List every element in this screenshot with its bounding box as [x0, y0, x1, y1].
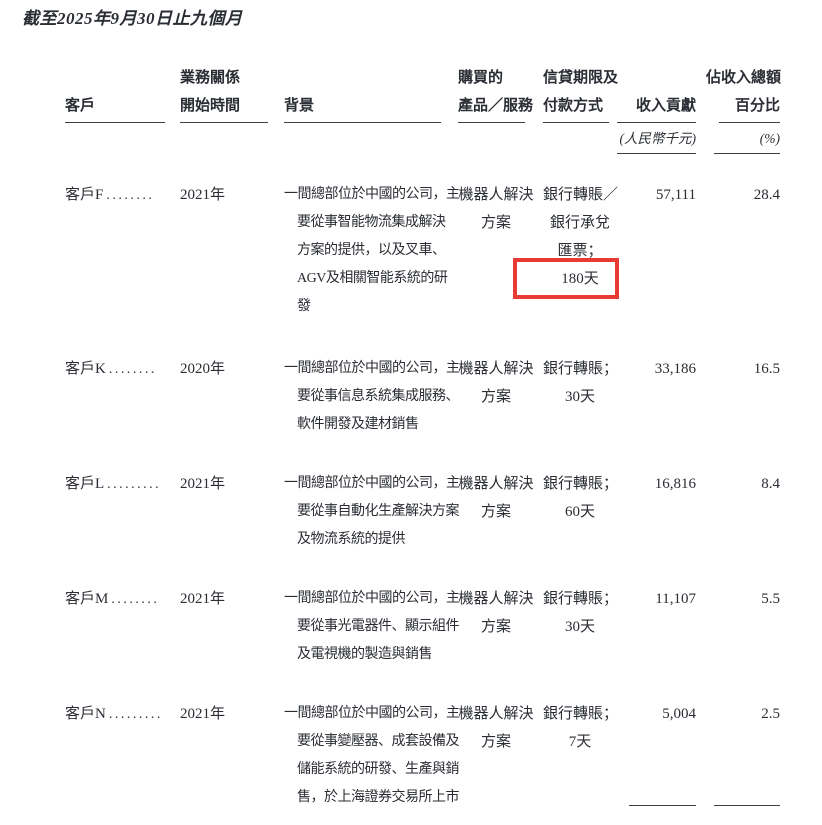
header-rule — [284, 122, 441, 123]
leader-dots: ......... — [108, 707, 163, 722]
table-header-row: 客戶 業務關係 開始時間 背景 購買的 產品／服務 信貸期限及 付款方式 — [65, 64, 782, 123]
background-cell: 一間總部位於中國的公司，主 要從事信息系統集成服務、 軟件開發及建材銷售 — [284, 361, 460, 432]
header-background: 背景 — [284, 92, 456, 123]
background-cell: 一間總部位於中國的公司，主 要從事光電器件、顯示組件 及電視機的製造與銷售 — [284, 591, 460, 662]
header-customer-label: 客戶 — [65, 98, 96, 114]
customer-label: 客戶N — [65, 706, 106, 722]
product-cell: 機器人解決 方案 — [458, 361, 534, 405]
table-row: 客戶N ......... 2021年 一間總部位於中國的公司，主 要從事變壓器、… — [65, 700, 780, 812]
product-cell: 機器人解決 方案 — [458, 476, 534, 520]
revenue-cell: 11,107 — [655, 591, 696, 607]
header-rule — [458, 122, 525, 123]
pct-cell: 16.5 — [753, 361, 780, 377]
header-credit: 信貸期限及 付款方式 — [543, 64, 619, 123]
product-cell: 機器人解決 方案 — [458, 591, 534, 635]
header-customer: 客戶 — [65, 92, 165, 123]
credit-cell: 銀行轉賬； 7天 — [543, 706, 619, 750]
header-revenue-label: 收入貢獻 — [635, 98, 696, 114]
customer-label: 客戶L — [65, 476, 105, 492]
start-time-cell: 2020年 — [180, 361, 226, 377]
header-start-line2: 開始時間 — [180, 98, 241, 114]
leader-dots: ......... — [107, 477, 162, 492]
leader-dots: ........ — [106, 188, 155, 203]
table-row: 客戶L ......... 2021年 一間總部位於中國的公司，主 要從事自動化生… — [65, 470, 780, 554]
customer-table: 客戶 業務關係 開始時間 背景 購買的 產品／服務 信貸期限及 付款方式 — [65, 64, 782, 806]
header-rule — [65, 122, 165, 123]
leader-dots: ........ — [111, 592, 160, 607]
header-revenue: 收入貢獻 — [617, 92, 696, 123]
customer-label: 客戶K — [65, 361, 106, 377]
revenue-cell: 16,816 — [654, 476, 696, 492]
total-rule — [714, 805, 780, 806]
total-rule-row — [65, 805, 780, 806]
header-rule — [617, 122, 696, 123]
header-pct: 佔收入總額 百分比 — [706, 64, 782, 123]
start-time-cell: 2021年 — [180, 591, 226, 607]
header-credit-line2: 付款方式 — [543, 98, 604, 114]
table-row: 客戶M ........ 2021年 一間總部位於中國的公司，主 要從事光電器件、… — [65, 585, 780, 669]
background-cell: 一間總部位於中國的公司，主 要從事自動化生產解決方案 及物流系統的提供 — [284, 476, 460, 547]
background-cell: 一間總部位於中國的公司，主 要從事智能物流集成解決 方案的提供，以及叉車、 AGV及相… — [284, 187, 460, 314]
revenue-cell: 33,186 — [654, 361, 696, 377]
header-rule — [719, 122, 780, 123]
start-time-cell: 2021年 — [180, 476, 226, 492]
unit-rule — [617, 153, 696, 154]
customer-cell: 客戶N ......... — [65, 700, 165, 729]
pct-cell: 5.5 — [761, 591, 780, 607]
header-rule — [543, 122, 609, 123]
pct-unit: (%) — [706, 128, 780, 154]
customer-label: 客戶M — [65, 591, 109, 607]
background-cell: 一間總部位於中國的公司，主 要從事變壓器、成套設備及 儲能系統的研發、生產與銷 售，於… — [284, 706, 460, 805]
customer-label: 客戶F — [65, 187, 104, 203]
table-body: 客戶F ........ 2021年 一間總部位於中國的公司，主 要從事智能物流集… — [65, 181, 780, 812]
header-start-time: 業務關係 開始時間 — [180, 64, 268, 123]
credit-cell: 銀行轉賬； 30天 — [543, 361, 619, 405]
start-time-cell: 2021年 — [180, 706, 226, 722]
header-pct-line2: 百分比 — [734, 98, 780, 114]
table-row: 客戶F ........ 2021年 一間總部位於中國的公司，主 要從事智能物流集… — [65, 181, 780, 321]
customer-cell: 客戶K ........ — [65, 355, 165, 384]
customer-cell: 客戶M ........ — [65, 585, 165, 614]
customer-cell: 客戶L ......... — [65, 470, 165, 499]
header-background-label: 背景 — [284, 98, 315, 114]
pct-cell: 28.4 — [753, 187, 780, 203]
unit-rule — [714, 153, 780, 154]
product-cell: 機器人解決 方案 — [458, 187, 534, 231]
unit-row: (人民幣千元) (%) — [65, 128, 780, 154]
page-title: 截至2025年9月30日止九個月 — [22, 9, 243, 28]
header-product: 購買的 產品／服務 — [458, 64, 534, 123]
header-credit-line1: 信貸期限及 — [543, 70, 619, 86]
pct-cell: 2.5 — [761, 706, 780, 722]
customer-cell: 客戶F ........ — [65, 181, 165, 210]
start-time-cell: 2021年 — [180, 187, 226, 203]
credit-cell: 銀行轉賬／ 銀行承兌 匯票； 180天 — [513, 181, 619, 299]
table-row: 客戶K ........ 2020年 一間總部位於中國的公司，主 要從事信息系統集… — [65, 355, 780, 439]
credit-cell: 銀行轉賬； 30天 — [543, 591, 619, 635]
pct-cell: 8.4 — [761, 476, 780, 492]
revenue-cell: 5,004 — [662, 706, 696, 722]
header-product-line1: 購買的 — [458, 70, 504, 86]
total-rule — [629, 805, 696, 806]
header-product-line2: 產品／服務 — [458, 98, 534, 114]
credit-cell: 銀行轉賬； 60天 — [543, 476, 619, 520]
leader-dots: ........ — [108, 362, 157, 377]
highlight-box — [513, 258, 619, 299]
revenue-cell: 57,111 — [655, 187, 696, 203]
header-start-line1: 業務關係 — [180, 70, 241, 86]
revenue-unit: (人民幣千元) — [617, 128, 696, 154]
header-pct-line1: 佔收入總額 — [706, 70, 782, 86]
header-rule — [180, 122, 268, 123]
product-cell: 機器人解決 方案 — [458, 706, 534, 750]
